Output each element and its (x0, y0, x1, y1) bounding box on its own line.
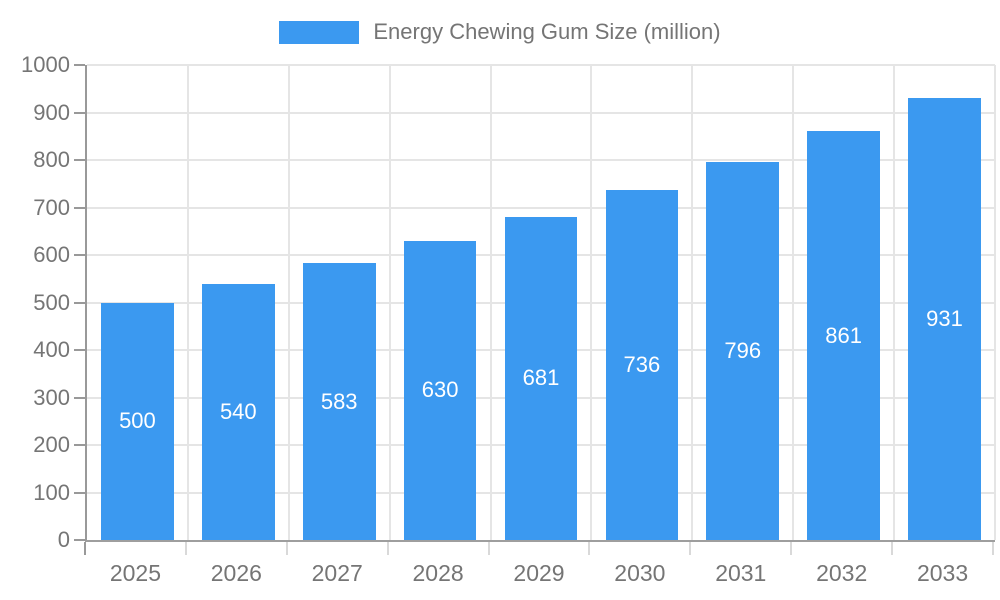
y-tick-mark (74, 301, 85, 304)
bar-slot-2028: 630 (390, 65, 491, 540)
x-tick-mark (588, 542, 591, 555)
x-tick-label: 2033 (916, 560, 969, 586)
bar-2028: 630 (403, 240, 477, 540)
y-tick-label: 500 (33, 289, 70, 315)
vertical-gridline (489, 65, 492, 540)
bar-2030: 736 (605, 190, 679, 540)
x-tick-label: 2026 (210, 560, 262, 586)
x-tick-mark (790, 542, 793, 555)
bar-value-label: 500 (119, 408, 156, 434)
bar-slot-2027: 583 (289, 65, 390, 540)
bar-2027: 583 (302, 263, 376, 540)
x-tick-mark (689, 542, 692, 555)
x-tick-mark (487, 542, 490, 555)
vertical-gridline (287, 65, 290, 540)
bar-2031: 796 (706, 161, 780, 540)
vertical-gridline (994, 65, 996, 540)
plot-area: 500 540 583 630 681 736 796 861 931 (85, 64, 996, 542)
bar-value-label: 583 (320, 388, 358, 414)
y-tick-label: 400 (33, 337, 70, 362)
y-axis-ticks (74, 64, 85, 541)
bar-slot-2032: 861 (793, 65, 894, 540)
y-tick-mark (74, 64, 85, 66)
x-tick-mark (84, 542, 86, 555)
bar-value-label: 796 (724, 337, 762, 363)
x-tick-label: 2032 (816, 560, 868, 586)
y-tick-label: 900 (33, 99, 70, 125)
y-tick-mark (74, 254, 85, 256)
bar-2033: 931 (908, 97, 981, 540)
y-tick-mark (74, 539, 85, 541)
x-tick-mark (184, 542, 187, 555)
x-tick-label: 2027 (311, 560, 363, 586)
bar-slot-2030: 736 (591, 65, 692, 540)
x-tick-label: 2025 (109, 560, 162, 586)
y-axis-labels: 0 100 200 300 400 500 600 700 800 900 1000 (0, 54, 70, 551)
legend-label: Energy Chewing Gum Size (million) (373, 19, 721, 44)
y-tick-label: 600 (33, 242, 70, 267)
horizontal-gridline (87, 64, 995, 66)
vertical-gridline (893, 65, 896, 540)
x-tick-label: 2030 (614, 560, 666, 586)
bar-value-label: 630 (421, 377, 459, 403)
y-tick-mark (74, 349, 85, 351)
vertical-gridline (388, 65, 391, 540)
vertical-gridline (792, 65, 795, 540)
x-axis-ticks (84, 542, 994, 555)
y-tick-label: 0 (57, 527, 70, 552)
x-tick-mark (992, 542, 994, 555)
bar-slot-2031: 796 (692, 65, 793, 540)
y-tick-mark (74, 444, 85, 446)
y-tick-label: 300 (33, 384, 70, 410)
x-tick-label: 2029 (513, 560, 565, 586)
bars: 500 540 583 630 681 736 796 861 931 (87, 65, 995, 540)
bar-value-label: 736 (623, 352, 661, 378)
bar-value-label: 861 (825, 322, 862, 348)
y-tick-mark (74, 491, 85, 494)
y-tick-label: 800 (33, 147, 70, 172)
horizontal-gridline (87, 159, 995, 161)
bar-slot-2025: 500 (87, 65, 188, 540)
bar-slot-2029: 681 (491, 65, 592, 540)
y-tick-label: 1000 (21, 52, 70, 77)
bar-2026: 540 (201, 283, 275, 540)
bar-slot-2033: 931 (894, 65, 995, 540)
bar-2025: 500 (101, 302, 174, 540)
horizontal-gridline (87, 206, 995, 209)
bar-2032: 861 (807, 131, 880, 540)
y-tick-mark (74, 206, 85, 209)
x-tick-mark (891, 542, 894, 555)
bar-value-label: 681 (522, 365, 560, 391)
legend-swatch (279, 20, 360, 44)
vertical-gridline (691, 65, 694, 540)
y-tick-label: 700 (33, 194, 70, 220)
bar-value-label: 931 (926, 305, 963, 331)
y-tick-mark (74, 111, 85, 114)
y-tick-label: 200 (33, 432, 70, 457)
y-tick-mark (74, 159, 85, 161)
vertical-gridline (186, 65, 189, 540)
x-tick-mark (285, 542, 288, 555)
bar-value-label: 540 (219, 398, 257, 424)
x-tick-label: 2028 (412, 560, 464, 586)
bar-2029: 681 (504, 216, 578, 540)
x-axis-labels: 2025 2026 2027 2028 2029 2030 2031 2032 2033 (85, 560, 993, 588)
bar-slot-2026: 540 (188, 65, 289, 540)
vertical-gridline (590, 65, 593, 540)
horizontal-gridline (87, 111, 995, 114)
x-tick-mark (386, 542, 389, 555)
y-tick-mark (74, 396, 85, 399)
legend[interactable]: Energy Chewing Gum Size (million) (0, 19, 1000, 45)
x-tick-label: 2031 (715, 560, 767, 586)
y-tick-label: 100 (33, 479, 70, 505)
